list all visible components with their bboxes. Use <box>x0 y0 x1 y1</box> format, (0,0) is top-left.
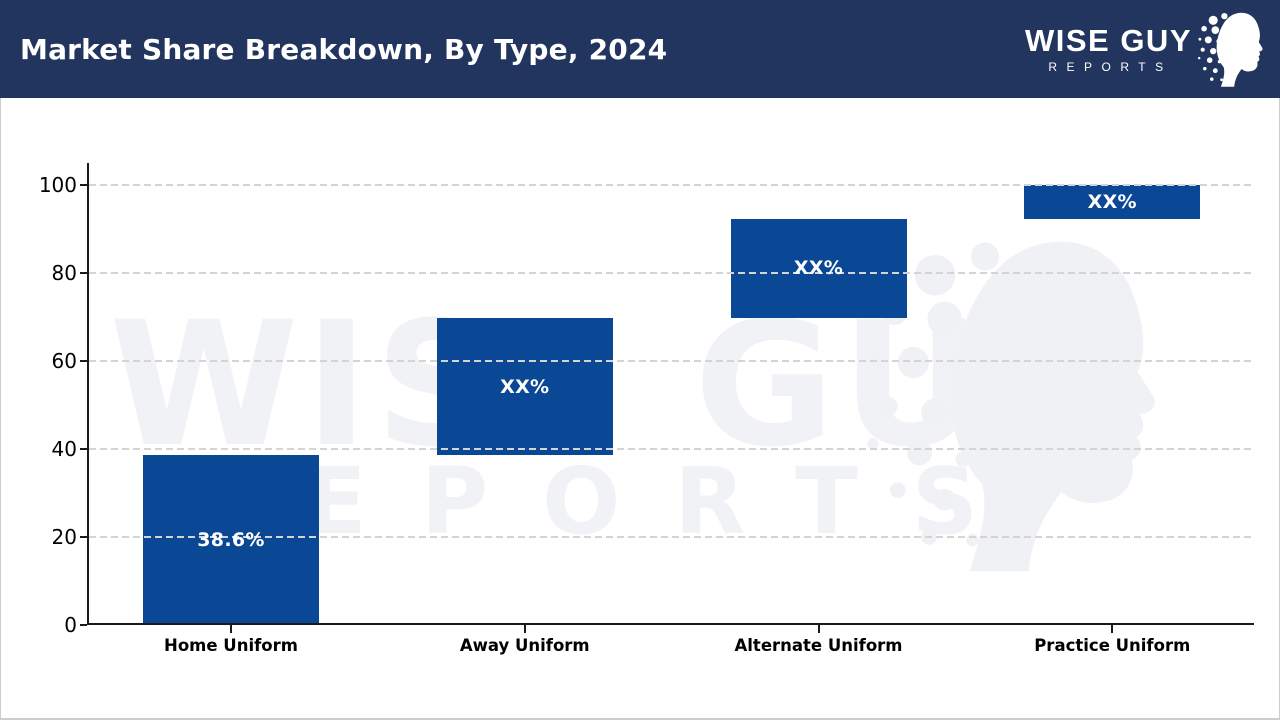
category-label-2: Alternate Uniform <box>734 636 903 655</box>
y-tick-40 <box>80 448 87 450</box>
gridline-80 <box>89 272 1254 274</box>
bar-label-0: 38.6% <box>197 529 265 552</box>
y-tick-0 <box>80 624 87 626</box>
x-tick-1 <box>523 625 526 633</box>
category-label-3: Practice Uniform <box>1034 636 1191 655</box>
y-tick-label-20: 20 <box>51 525 77 549</box>
y-tick-100 <box>80 184 87 186</box>
y-tick-label-80: 80 <box>51 261 77 285</box>
y-tick-label-100: 100 <box>38 173 77 197</box>
bar-label-3: XX% <box>1087 190 1137 213</box>
brand-logo: WISE GUY REPORTS <box>1025 7 1270 91</box>
y-tick-label-40: 40 <box>51 437 77 461</box>
logo-text: WISE GUY REPORTS <box>1025 25 1192 74</box>
y-tick-60 <box>80 360 87 362</box>
y-tick-label-0: 0 <box>64 613 77 637</box>
bar-2 <box>730 218 907 318</box>
gridline-60 <box>89 360 1254 362</box>
x-axis-line <box>87 623 1254 625</box>
y-axis-line <box>87 163 89 625</box>
bar-1 <box>436 317 613 456</box>
y-tick-20 <box>80 536 87 538</box>
logo-head-profile-icon <box>1194 7 1266 91</box>
y-tick-label-60: 60 <box>51 349 77 373</box>
page-title: Market Share Breakdown, By Type, 2024 <box>20 32 668 66</box>
x-tick-3 <box>1111 625 1114 633</box>
bar-0 <box>143 455 319 625</box>
bar-label-1: XX% <box>500 375 550 398</box>
x-tick-2 <box>817 625 820 633</box>
gridline-40 <box>89 448 1254 450</box>
bar-3 <box>1024 185 1201 219</box>
gridline-20 <box>89 536 1254 538</box>
category-label-1: Away Uniform <box>459 636 590 655</box>
logo-wordmark: WISE GUY <box>1024 22 1192 58</box>
category-label-0: Home Uniform <box>164 636 298 655</box>
gridline-100 <box>89 184 1254 186</box>
chart-area: WISE GU REPORTS 0 20 40 60 80 100 38.6% XX% XX% X… <box>0 98 1280 720</box>
logo-subtext: REPORTS <box>1048 59 1173 74</box>
x-tick-0 <box>230 625 232 633</box>
waterfall-chart: 0 20 40 60 80 100 38.6% XX% XX% XX% Home Uniform Aw… <box>1 98 1279 718</box>
header: Market Share Breakdown, By Type, 2024 WI… <box>0 0 1280 98</box>
bar-label-2: XX% <box>793 257 844 280</box>
y-tick-80 <box>80 272 87 274</box>
